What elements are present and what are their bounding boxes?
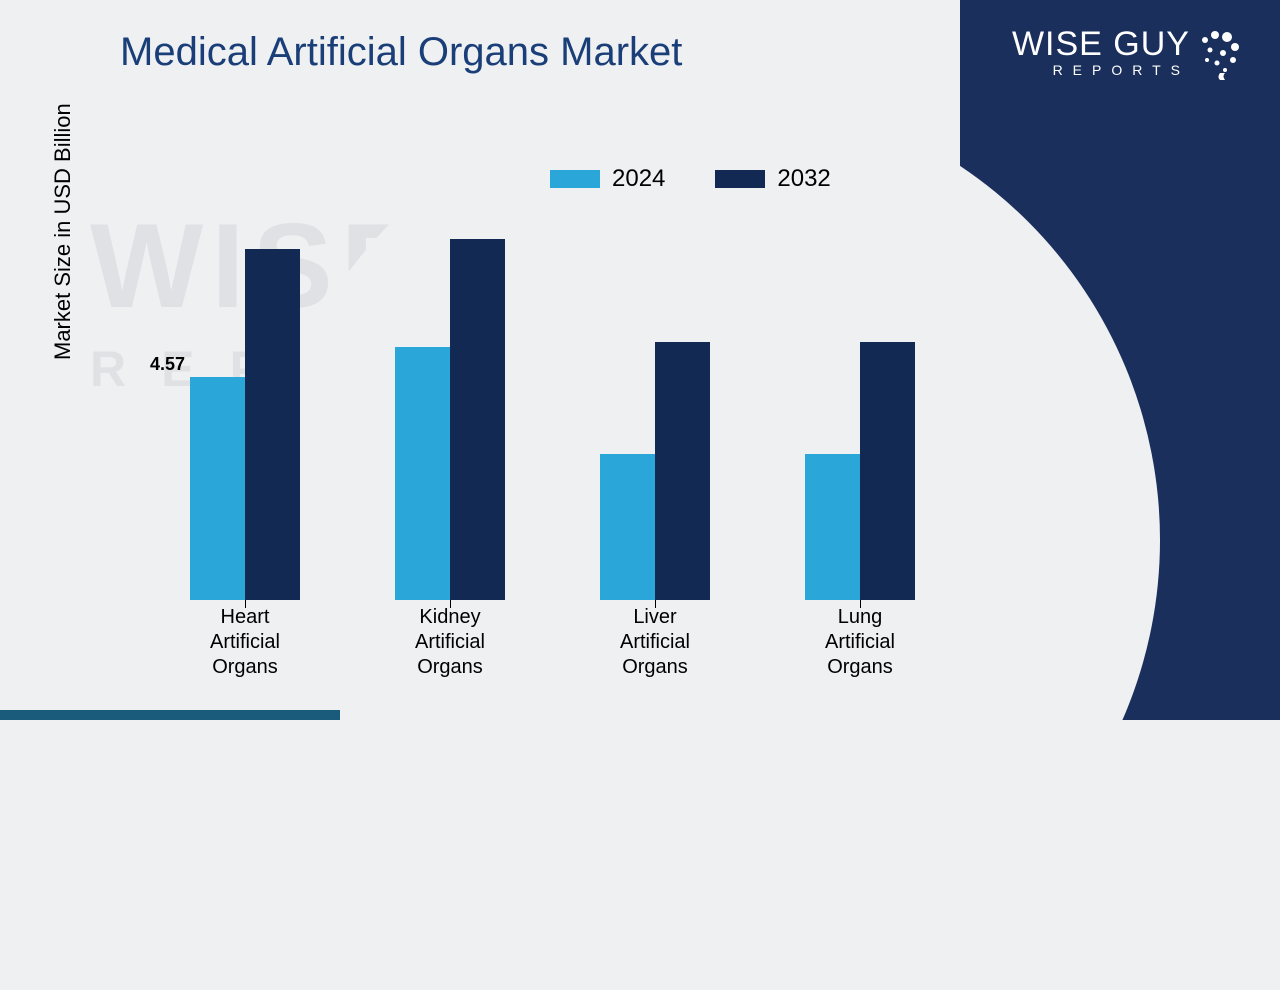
bar-group (805, 342, 915, 600)
bar-group (190, 249, 300, 600)
bar-2024 (190, 377, 245, 600)
legend-swatch-2024 (550, 170, 600, 188)
chart-title: Medical Artificial Organs Market (120, 30, 682, 75)
bar-value-label: 4.57 (150, 354, 185, 375)
chart-area: Market Size in USD Billion 2024 2032 4.5… (60, 160, 980, 690)
x-axis-label: LungArtificialOrgans (790, 605, 930, 680)
bar-2032 (450, 239, 505, 600)
legend-swatch-2032 (715, 170, 765, 188)
bar-2024 (395, 347, 450, 601)
legend-item-2024: 2024 (550, 165, 665, 193)
logo-main-text: WISE GUY (1012, 25, 1190, 64)
x-axis-label: HeartArtificialOrgans (175, 605, 315, 680)
y-axis-label: Market Size in USD Billion (50, 103, 76, 360)
x-axis-label: LiverArtificialOrgans (585, 605, 725, 680)
bar-2024 (805, 454, 860, 600)
brand-logo: WISE GUY REPORTS (1012, 25, 1240, 78)
legend-label-2032: 2032 (777, 165, 830, 193)
plot-area: 4.57 (150, 210, 970, 600)
chart-legend: 2024 2032 (550, 165, 831, 193)
bar-group (600, 342, 710, 600)
bar-2024 (600, 454, 655, 600)
head-dots-icon (1195, 25, 1245, 80)
bar-2032 (245, 249, 300, 600)
logo-sub-text: REPORTS (1012, 62, 1190, 78)
bar-2032 (860, 342, 915, 600)
bottom-accent-bar (0, 710, 340, 720)
legend-item-2032: 2032 (715, 165, 830, 193)
legend-label-2024: 2024 (612, 165, 665, 193)
bar-2032 (655, 342, 710, 600)
bar-group (395, 239, 505, 600)
x-axis-label: KidneyArtificialOrgans (380, 605, 520, 680)
